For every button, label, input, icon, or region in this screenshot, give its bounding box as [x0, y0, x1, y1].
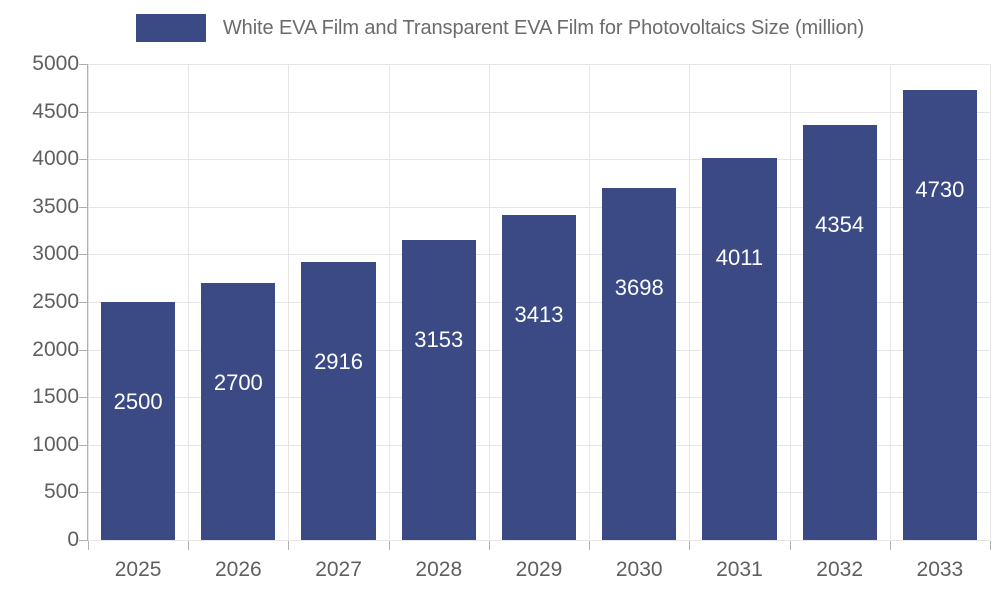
y-tick-label: 3000: [32, 242, 79, 266]
x-gridline: [890, 64, 891, 540]
chart-legend: White EVA Film and Transparent EVA Film …: [0, 0, 1000, 56]
x-tick-label: 2033: [916, 558, 964, 581]
y-axis: 0 500 1000 1500 2000 2500 3000 3500 4000 4500 5000: [0, 0, 79, 600]
y-tick-label: 5000: [32, 52, 79, 75]
x-gridline: [990, 64, 991, 540]
y-axis-line: [87, 64, 88, 541]
x-tick-label: 2029: [515, 558, 563, 581]
x-tick-mark: [288, 541, 289, 550]
bar[interactable]: [101, 302, 176, 540]
y-gridline: [88, 64, 990, 65]
y-tick-label: 4500: [32, 99, 79, 123]
y-tick-mark: [79, 540, 87, 541]
bar-value-label: 4011: [715, 245, 764, 271]
x-gridline: [389, 64, 390, 540]
bar-value-label: 3413: [514, 302, 564, 328]
x-tick-label: 2032: [816, 558, 864, 581]
bar[interactable]: [702, 158, 777, 540]
x-tick-label: 2026: [214, 558, 262, 581]
y-tick-mark: [79, 444, 87, 446]
x-gridline: [589, 64, 590, 540]
bar-value-label: 4354: [815, 212, 865, 238]
x-tick-label: 2030: [615, 558, 663, 581]
x-tick-mark: [790, 541, 791, 550]
y-tick-mark: [79, 206, 87, 208]
x-gridline: [288, 64, 289, 540]
y-tick-label: 1500: [32, 385, 79, 409]
y-gridline: [88, 206, 990, 208]
y-gridline: [88, 111, 990, 113]
bar-value-label: 2916: [314, 349, 364, 375]
x-gridline: [88, 64, 89, 540]
legend-label: White EVA Film and Transparent EVA Film …: [222, 16, 865, 39]
bar-value-label: 4730: [915, 176, 965, 202]
legend-item[interactable]: White EVA Film and Transparent EVA Film …: [135, 14, 865, 42]
y-gridline: [88, 159, 990, 161]
x-tick-label: 2028: [415, 558, 463, 581]
bar[interactable]: [902, 89, 977, 540]
y-tick-label: 0: [67, 528, 79, 551]
x-gridline: [689, 64, 690, 540]
plot-area: 2500 2700 2916 3153 3413 3698 4011 4354 4730: [88, 64, 991, 541]
y-tick-label: 500: [43, 480, 79, 504]
y-tick-mark: [79, 349, 87, 351]
y-tick-label: 3500: [32, 194, 79, 218]
legend-color-swatch: [135, 14, 206, 42]
x-tick-mark: [389, 541, 390, 550]
x-tick-label: 2031: [716, 558, 763, 581]
bar-value-label: 3153: [414, 326, 464, 352]
bar[interactable]: [602, 187, 677, 540]
y-tick-label: 2000: [32, 337, 79, 361]
y-tick-mark: [79, 254, 87, 256]
bar[interactable]: [201, 282, 276, 540]
x-tick-mark: [890, 541, 891, 550]
y-tick-mark: [79, 64, 87, 65]
x-tick-mark: [990, 541, 991, 550]
x-tick-mark: [188, 541, 189, 550]
y-gridline: [88, 540, 990, 541]
x-tick-mark: [589, 541, 590, 550]
x-tick-label: 2027: [315, 558, 362, 581]
bar-value-label: 2500: [113, 389, 163, 414]
bar[interactable]: [802, 125, 877, 540]
bar-value-label: 3698: [614, 274, 664, 300]
y-tick-label: 4000: [32, 147, 79, 171]
x-gridline: [489, 64, 490, 540]
x-tick-mark: [689, 541, 690, 550]
bar[interactable]: [501, 215, 577, 540]
x-tick-mark: [489, 541, 490, 550]
y-tick-mark: [79, 397, 87, 399]
y-tick-mark: [79, 159, 87, 161]
x-tick-mark: [88, 541, 89, 550]
y-tick-mark: [79, 111, 87, 113]
x-gridline: [188, 64, 189, 540]
bar[interactable]: [401, 239, 476, 540]
x-tick-label: 2025: [114, 558, 162, 581]
y-tick-label: 2500: [32, 290, 79, 313]
x-gridline: [790, 64, 791, 540]
y-tick-mark: [79, 492, 87, 494]
y-tick-label: 1000: [32, 432, 79, 456]
bar-value-label: 2700: [213, 369, 263, 395]
bar[interactable]: [301, 262, 376, 540]
y-tick-mark: [79, 302, 87, 303]
